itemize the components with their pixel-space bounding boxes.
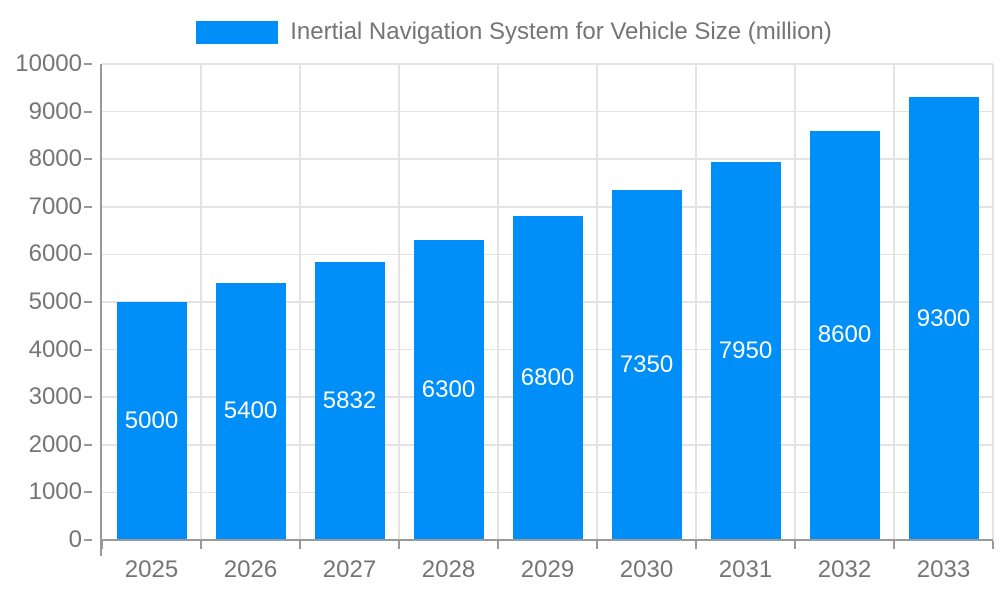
bar[interactable]	[116, 302, 187, 540]
gridline-vertical	[794, 64, 796, 540]
bar-value-label: 7350	[619, 351, 674, 379]
legend[interactable]: Inertial Navigation System for Vehicle S…	[0, 18, 1000, 46]
y-axis-label: 0	[68, 526, 82, 553]
gridline-vertical	[695, 64, 697, 540]
gridline-horizontal	[102, 63, 993, 65]
gridline-horizontal	[102, 206, 993, 208]
y-axis-tick	[84, 396, 92, 399]
gridline-vertical	[596, 64, 598, 540]
x-axis-tick	[497, 541, 499, 549]
x-axis-label: 2032	[817, 556, 872, 583]
y-axis-tick	[84, 491, 92, 494]
y-axis-tick	[84, 63, 92, 65]
gridline-horizontal	[102, 158, 993, 160]
x-axis-tick	[299, 541, 301, 549]
gridline-vertical	[497, 64, 499, 540]
y-axis-label: 10000	[15, 50, 82, 77]
gridline-vertical	[398, 64, 400, 540]
y-axis-label: 5000	[28, 288, 82, 315]
bar[interactable]	[611, 190, 682, 540]
gridline-vertical	[992, 64, 994, 540]
gridline-horizontal	[102, 110, 993, 113]
x-axis-tick	[695, 541, 697, 549]
y-axis-label: 9000	[28, 97, 82, 125]
y-axis-tick	[84, 158, 92, 161]
y-axis-label: 2000	[28, 430, 82, 458]
bar-value-label: 6800	[520, 364, 575, 392]
bar-value-label: 5832	[322, 387, 377, 415]
y-axis-tick	[84, 539, 92, 541]
y-axis-tick	[84, 110, 92, 113]
y-axis-label: 6000	[28, 240, 82, 268]
gridline-vertical	[200, 64, 202, 540]
gridline-vertical	[299, 64, 301, 540]
bar-value-label: 5400	[223, 397, 278, 425]
y-axis-line	[100, 64, 102, 556]
x-axis-tick	[794, 541, 796, 549]
x-axis-tick	[992, 541, 994, 549]
plot-area: 0 1000 2000 3000 4000 5000 6000 7000 8000 9000 100…	[15, 52, 994, 582]
x-axis-tick	[200, 541, 202, 549]
x-axis-tick	[101, 541, 103, 549]
x-axis-label: 2033	[916, 556, 971, 583]
legend-swatch-icon	[196, 20, 279, 44]
y-axis-label: 1000	[28, 478, 82, 506]
y-axis-label: 8000	[28, 145, 82, 173]
bar-value-label: 9300	[916, 304, 971, 332]
bar[interactable]	[512, 216, 583, 540]
bar[interactable]	[908, 97, 979, 540]
x-axis-label: 2028	[421, 556, 476, 583]
bar[interactable]	[215, 282, 286, 540]
x-axis-label: 2031	[718, 556, 773, 583]
y-axis-tick	[84, 348, 92, 351]
bar[interactable]	[413, 240, 484, 540]
y-axis-tick	[84, 253, 92, 256]
x-axis-label: 2030	[619, 556, 674, 583]
y-axis-tick	[84, 205, 92, 208]
x-axis-tick	[596, 541, 598, 549]
x-axis-line	[100, 539, 993, 541]
x-axis-label: 2025	[124, 556, 179, 583]
x-axis-tick	[398, 541, 400, 549]
x-axis-tick	[893, 541, 895, 549]
y-axis-label: 7000	[28, 192, 82, 220]
x-axis-label: 2026	[223, 556, 278, 583]
x-axis-label: 2029	[520, 556, 575, 583]
bar[interactable]	[809, 130, 880, 540]
legend-label: Inertial Navigation System for Vehicle S…	[290, 18, 832, 45]
bar-value-label: 6300	[421, 376, 476, 404]
x-axis-label: 2027	[322, 556, 377, 583]
bar-value-label: 5000	[124, 407, 179, 434]
y-axis-tick	[84, 443, 92, 446]
bar-value-label: 8600	[817, 321, 872, 349]
y-axis-tick	[84, 301, 92, 303]
y-axis-label: 3000	[28, 383, 82, 411]
bar[interactable]	[314, 262, 385, 540]
gridline-vertical	[893, 64, 895, 540]
y-axis-label: 4000	[28, 335, 82, 363]
bar[interactable]	[710, 161, 781, 540]
bar-value-label: 7950	[718, 336, 773, 364]
